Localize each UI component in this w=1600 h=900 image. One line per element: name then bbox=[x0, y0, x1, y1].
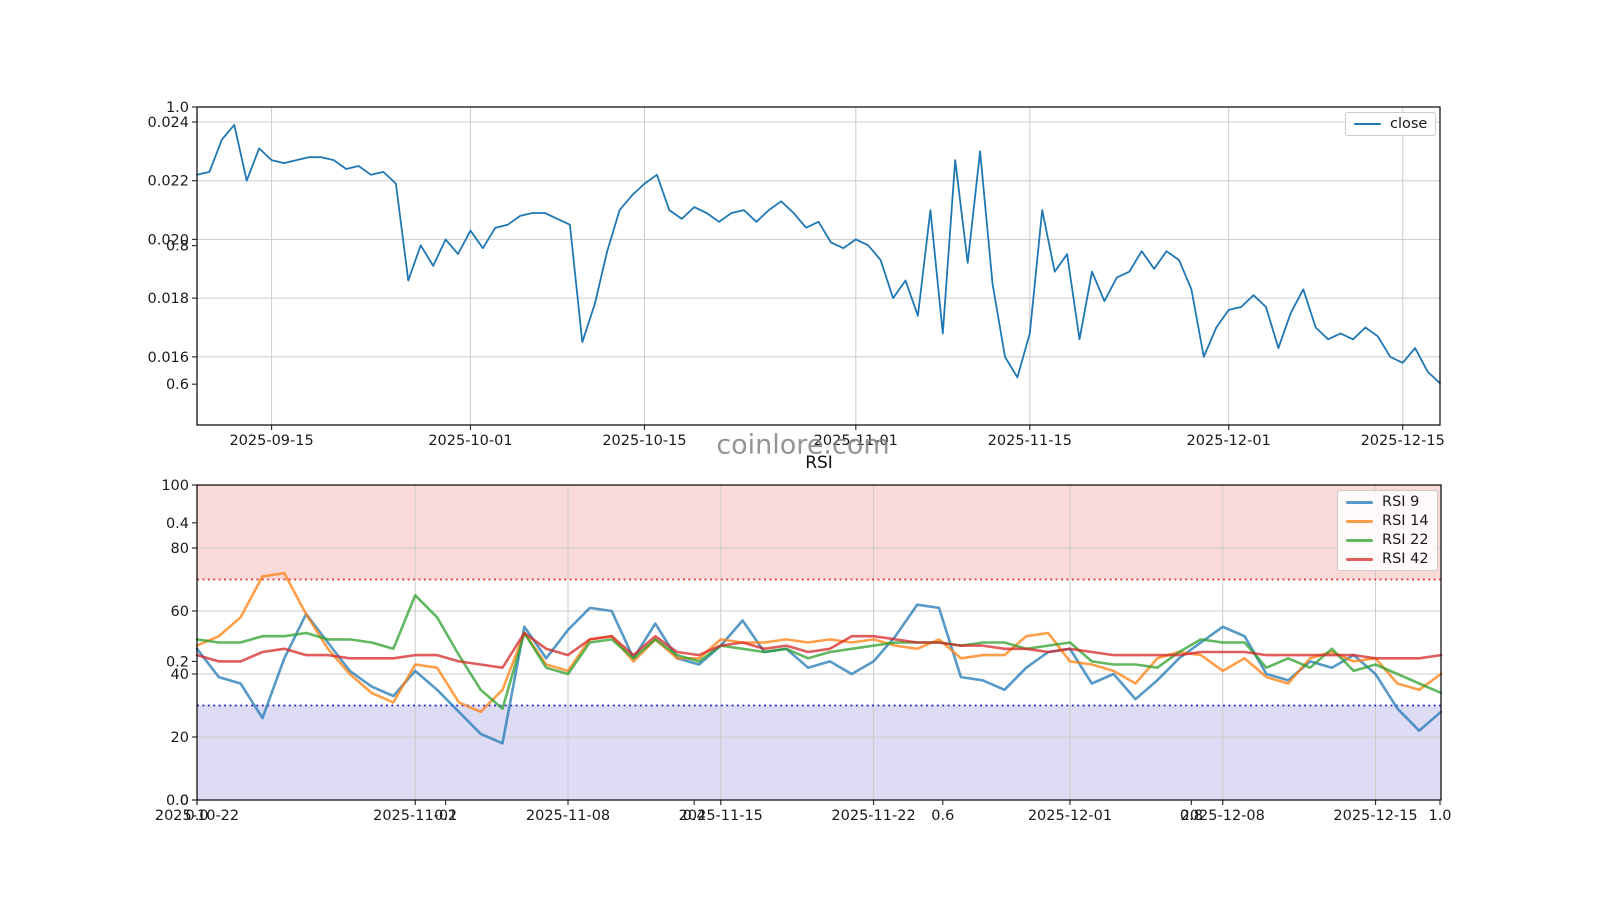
x-tick-label: 2025-12-15 bbox=[1333, 808, 1417, 824]
y-tick-label: 0 bbox=[180, 793, 189, 809]
x-tick-label: 2025-12-01 bbox=[1028, 808, 1112, 824]
y-tick-label: 60 bbox=[171, 604, 189, 620]
y-tick-label: 0.024 bbox=[147, 115, 189, 131]
x-tick-label: 2025-10-01 bbox=[428, 433, 512, 449]
overlay-y-tick-label: 0.0 bbox=[166, 793, 189, 809]
rsi-22-line bbox=[195, 593, 1443, 710]
overlay-y-tick-label: 0.2 bbox=[166, 654, 189, 670]
legend-entry-rsi-42: RSI 42 bbox=[1346, 551, 1429, 567]
legend-entry-close: close bbox=[1354, 116, 1427, 132]
watermark: coinlore.com bbox=[716, 429, 890, 461]
overlay-y-tick-label: 0.6 bbox=[166, 377, 189, 393]
x-tick-label: 2025-09-15 bbox=[229, 433, 313, 449]
rsi-9-line-sample bbox=[1346, 500, 1373, 504]
close-line bbox=[196, 124, 1441, 385]
rsi-42-line-sample bbox=[1346, 557, 1373, 561]
rsi-14-line-sample bbox=[1346, 519, 1373, 523]
overlay-y-tick-label: 1.0 bbox=[166, 100, 189, 116]
y-tick-label: 40 bbox=[171, 667, 189, 683]
y-tick-label: 0.018 bbox=[147, 291, 189, 307]
x-tick-label: 2025-12-01 bbox=[1187, 433, 1271, 449]
y-tick-label: 100 bbox=[161, 478, 189, 494]
rsi-42-line bbox=[195, 631, 1443, 670]
axes-border bbox=[196, 106, 1441, 426]
overlay-y-tick-label: 0.8 bbox=[166, 239, 189, 255]
x-tick-label: 2025-10-15 bbox=[602, 433, 686, 449]
rsi-legend: RSI 9 RSI 14 RSI 22 RSI 42 bbox=[1337, 490, 1438, 571]
overlay-x-tick-label: 0.0 bbox=[185, 808, 208, 824]
x-tick-label: 2025-12-08 bbox=[1181, 808, 1265, 824]
overlay-x-tick-label: 0.8 bbox=[1180, 808, 1203, 824]
y-tick-label: 20 bbox=[171, 730, 189, 746]
legend-entry-rsi-22: RSI 22 bbox=[1346, 532, 1429, 548]
overlay-x-tick-label: 0.6 bbox=[931, 808, 954, 824]
x-tick-label: 2025-11-15 bbox=[679, 808, 763, 824]
legend-label: RSI 9 bbox=[1382, 494, 1420, 510]
rsi-22-line-sample bbox=[1346, 538, 1373, 542]
legend-entry-rsi-9: RSI 9 bbox=[1346, 494, 1429, 510]
legend-label: RSI 42 bbox=[1382, 551, 1429, 567]
price-legend: close bbox=[1345, 112, 1437, 136]
y-tick-label: 0.020 bbox=[147, 232, 189, 248]
x-tick-label: 2025-12-15 bbox=[1361, 433, 1445, 449]
legend-entry-rsi-14: RSI 14 bbox=[1346, 513, 1429, 529]
overlay-y-tick-label: 0.4 bbox=[166, 516, 189, 532]
overlay-x-tick-label: 0.2 bbox=[434, 808, 457, 824]
x-tick-label: 2025-10-22 bbox=[155, 808, 239, 824]
y-tick-label: 0.016 bbox=[147, 350, 189, 366]
legend-label: close bbox=[1390, 116, 1428, 132]
legend-label: RSI 22 bbox=[1382, 532, 1429, 548]
y-tick-label: 80 bbox=[171, 541, 189, 557]
overlay-x-tick-label: 0.4 bbox=[683, 808, 706, 824]
x-tick-label: 2025-11-01 bbox=[373, 808, 457, 824]
close-line-sample bbox=[1354, 123, 1381, 125]
y-tick-label: 0.022 bbox=[147, 174, 189, 190]
oversold-band bbox=[197, 705, 1441, 800]
rsi-chart: 2025-10-22 2025-11-01 2025-11-08 2025-11-15… bbox=[155, 478, 1443, 824]
overlay-x-tick-label: 1.0 bbox=[1428, 808, 1451, 824]
rsi-14-line bbox=[195, 571, 1443, 714]
x-tick-label: 2025-11-15 bbox=[988, 433, 1072, 449]
x-tick-label: 2025-11-22 bbox=[831, 808, 915, 824]
x-tick-label: 2025-11-01 bbox=[814, 433, 898, 449]
x-tick-label: 2025-11-08 bbox=[526, 808, 610, 824]
axes-border bbox=[196, 484, 1442, 801]
rsi-chart-title: RSI bbox=[805, 453, 833, 473]
overlay-axis: 0.00.0 0.2 0.2 0.4 0.4 0.6 0.6 0.8 0.8 1.0 1.0 bbox=[166, 100, 1452, 824]
legend-label: RSI 14 bbox=[1382, 513, 1429, 529]
overbought-band bbox=[197, 485, 1441, 580]
price-chart: 2025-09-15 2025-10-01 2025-10-15 2025-11-01… bbox=[147, 106, 1445, 449]
